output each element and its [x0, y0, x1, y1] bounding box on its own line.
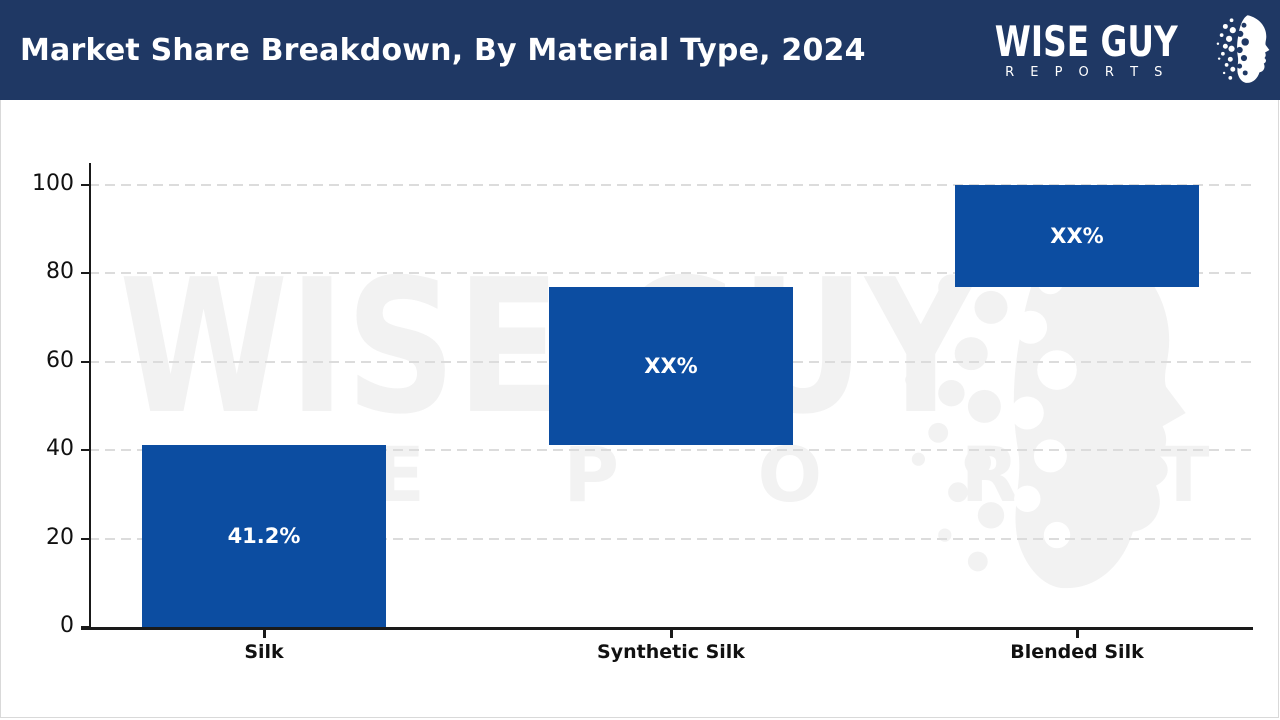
x-tick-mark-synthetic-silk [669, 630, 673, 638]
gridline-80 [89, 272, 1253, 275]
x-axis [81, 627, 1253, 630]
y-tick-label-0: 0 [60, 613, 74, 638]
y-tick-label-100: 100 [32, 171, 74, 197]
x-tick-mark-silk [262, 630, 266, 638]
y-tick-mark-100 [81, 184, 89, 187]
header-bar: Market Share Breakdown, By Material Type… [0, 0, 1280, 100]
logo-text: WISE GUY R E P O R T S [969, 16, 1204, 80]
watermark-wordmark: WISE GUY [119, 239, 977, 455]
x-tick-mark-blended-silk [1075, 630, 1079, 638]
bar-value-label-blended-silk: XX% [1050, 223, 1104, 248]
bar-synthetic-silk: XX% [549, 286, 793, 445]
y-tick-mark-40 [81, 449, 89, 452]
bar-blended-silk: XX% [955, 185, 1199, 287]
y-axis [89, 163, 91, 629]
gridline-40 [89, 449, 1253, 452]
y-tick-mark-60 [81, 360, 89, 363]
y-tick-mark-80 [81, 272, 89, 275]
x-axis-label-synthetic-silk: Synthetic Silk [597, 641, 745, 663]
y-tick-label-20: 20 [46, 524, 74, 550]
y-tick-label-60: 60 [46, 347, 74, 373]
x-axis-label-blended-silk: Blended Silk [1010, 641, 1144, 663]
page-title: Market Share Breakdown, By Material Type… [20, 32, 866, 68]
bar-silk: 41.2% [142, 444, 386, 627]
wiseguy-logo: WISE GUY R E P O R T S [969, 0, 1270, 100]
bar-value-label-synthetic-silk: XX% [644, 353, 698, 378]
y-tick-label-40: 40 [46, 436, 74, 462]
logo-subtext: R E P O R T S [1005, 64, 1169, 80]
gridline-20 [89, 537, 1253, 540]
y-tick-label-80: 80 [46, 259, 74, 285]
y-tick-mark-20 [81, 537, 89, 540]
bar-value-label-silk: 41.2% [227, 523, 301, 548]
x-axis-label-silk: Silk [244, 641, 284, 663]
logo-wordmark: WISE GUY [995, 16, 1179, 66]
gridline-100 [89, 184, 1253, 187]
